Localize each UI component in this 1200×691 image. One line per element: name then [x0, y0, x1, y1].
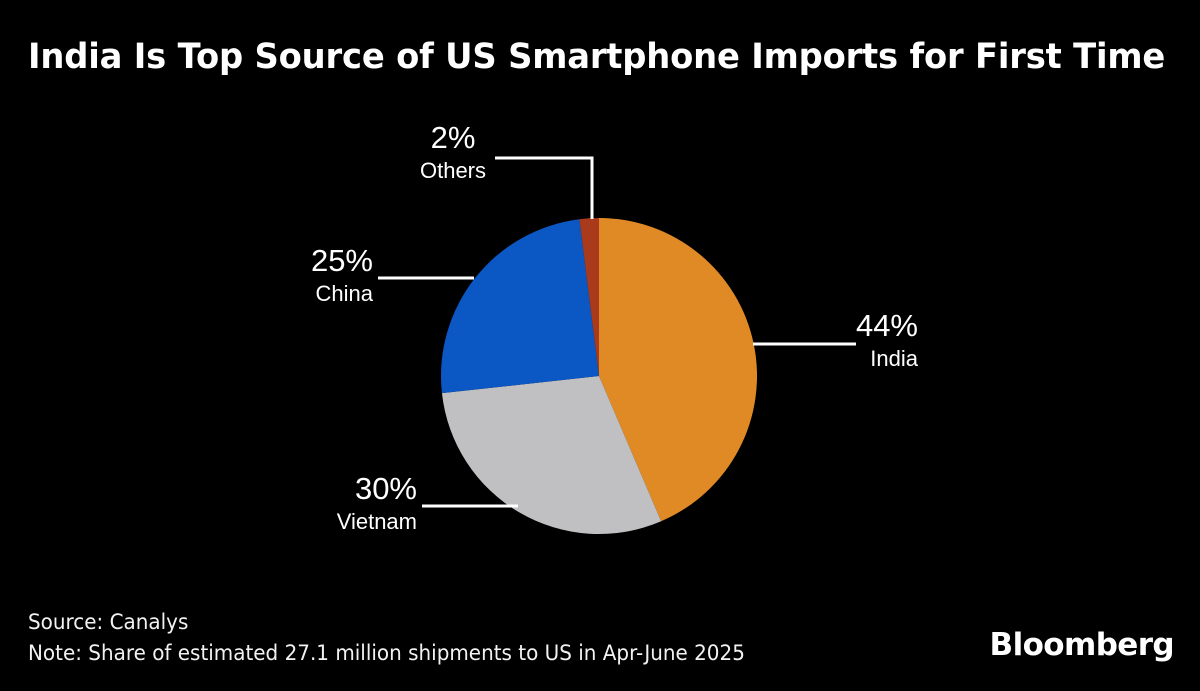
callout-china-percent: 25%	[310, 243, 373, 278]
pie-slice-india[interactable]	[599, 218, 758, 522]
pie-slice-vietnam[interactable]	[441, 376, 662, 534]
pie-slice-others[interactable]	[579, 218, 599, 376]
source-text: Source: Canalys	[28, 610, 189, 634]
callout-others-label: Others	[419, 158, 487, 183]
callout-india-label: India	[870, 346, 918, 371]
page-title: India Is Top Source of US Smartphone Imp…	[28, 37, 1166, 77]
pie-slice-china[interactable]	[441, 219, 599, 394]
callout-others-percent: 2%	[430, 120, 476, 155]
callout-vietnam-label: Vietnam	[336, 509, 417, 534]
pie-chart-svg	[378, 156, 856, 534]
pie-chart: 2% Others 25% China 44% India 30% Vietna…	[238, 122, 918, 534]
callout-vietnam-percent: 30%	[354, 471, 417, 506]
callout-vietnam: 30% Vietnam	[262, 473, 417, 533]
leader-line-others	[495, 156, 594, 219]
callout-china: 25% China	[238, 245, 373, 305]
bloomberg-logo: Bloomberg	[989, 627, 1175, 663]
callout-others: 2% Others	[378, 122, 528, 182]
callout-india: 44% India	[800, 310, 918, 370]
callout-india-percent: 44%	[855, 308, 918, 343]
footer: Source: Canalys Note: Share of estimated…	[28, 607, 745, 669]
callout-china-label: China	[315, 281, 373, 306]
note-text: Note: Share of estimated 27.1 million sh…	[28, 641, 745, 665]
